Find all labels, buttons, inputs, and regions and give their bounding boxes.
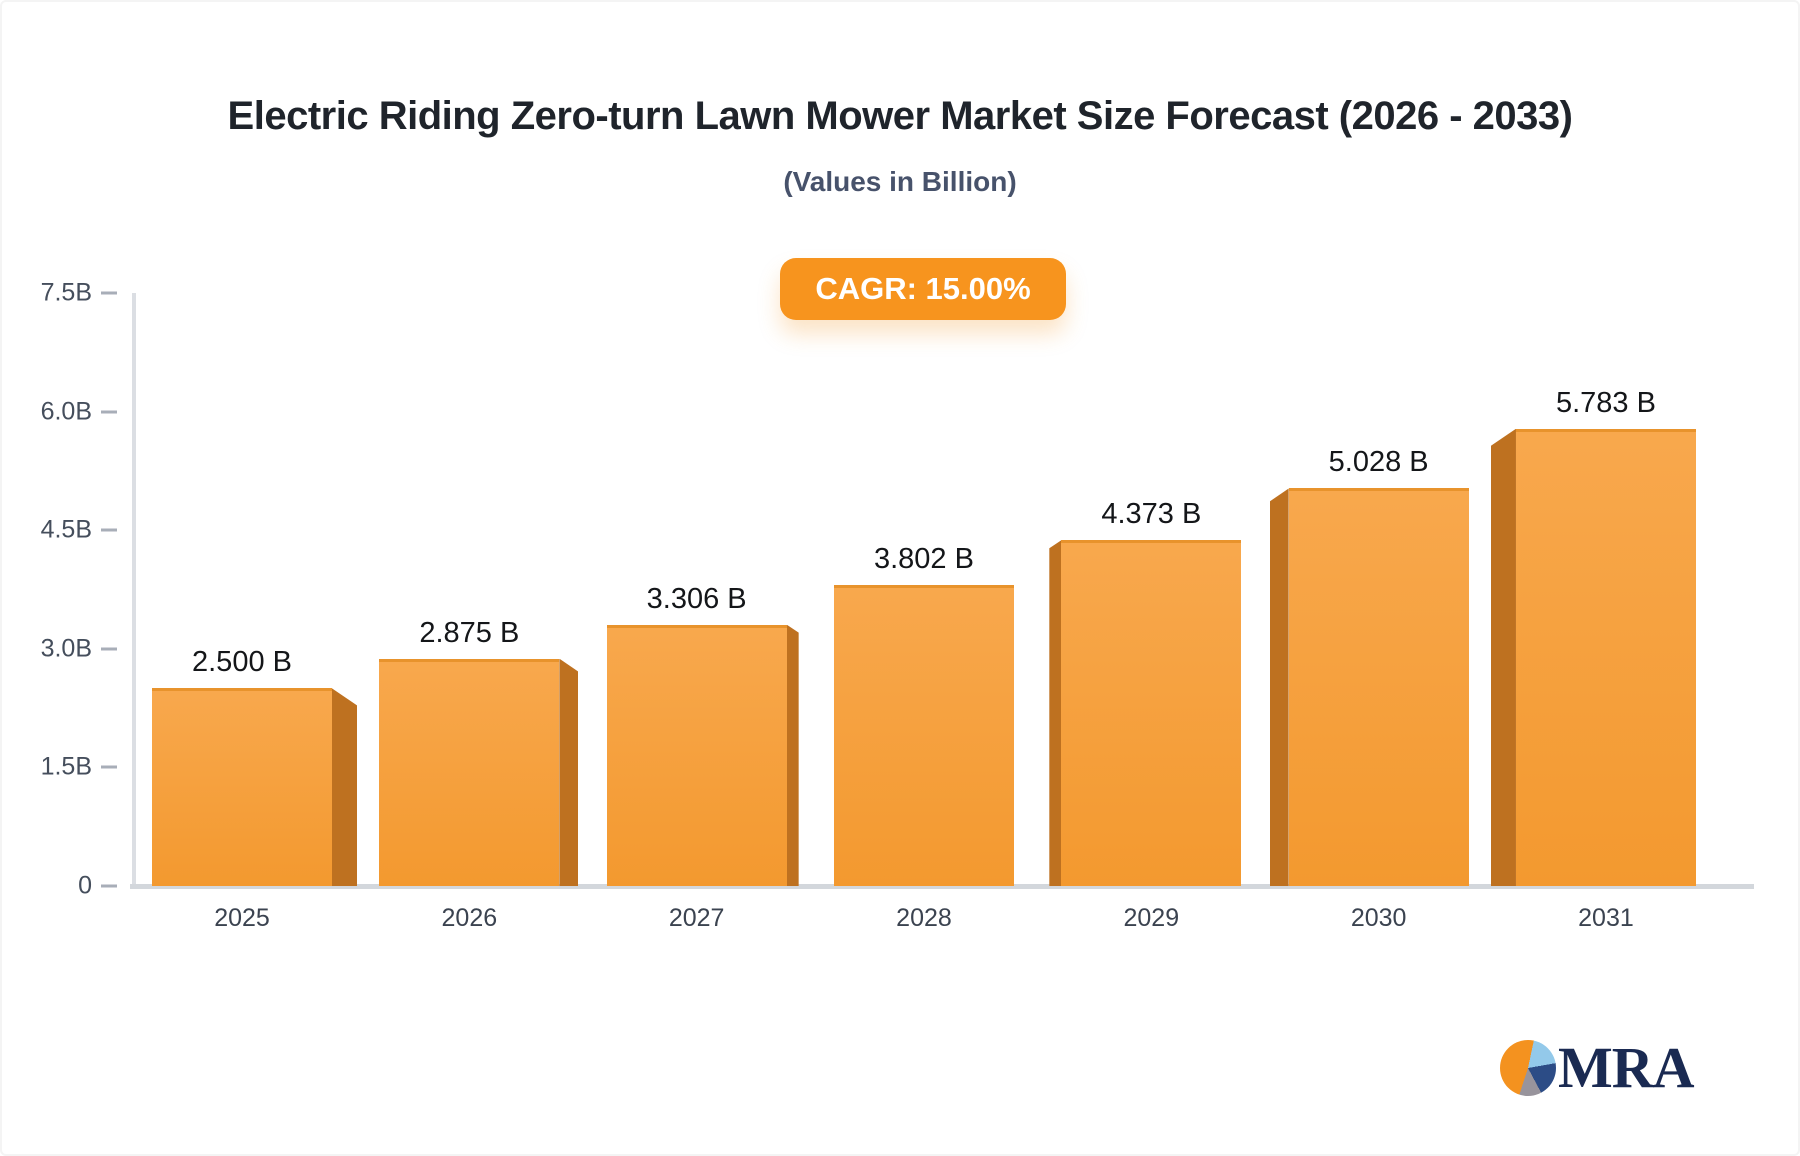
bar-2027[interactable] (606, 624, 787, 886)
bar-value-label-2031: 5.783 B (1555, 386, 1656, 419)
bar-2028[interactable] (833, 585, 1014, 886)
bar-side-face-2027 (786, 624, 799, 886)
y-tick-label-1.5B: 1.5B (40, 752, 92, 781)
mra-logo: MRA (1500, 1035, 1695, 1100)
x-tick-label-2025: 2025 (214, 904, 270, 932)
x-tick-label-2027: 2027 (668, 904, 725, 932)
chart-subtitle: (Values in Billion) (783, 166, 1017, 197)
y-tick-mark (101, 528, 117, 532)
x-tick-label-2030: 2030 (1350, 904, 1407, 932)
chart-title: Electric Riding Zero-turn Lawn Mower Mar… (227, 94, 1573, 138)
bar-value-label-2027: 3.306 B (646, 582, 747, 615)
x-axis-baseline (130, 884, 1754, 889)
bar-value-label-2029: 4.373 B (1101, 498, 1202, 531)
bar-value-label-2030: 5.028 B (1328, 446, 1429, 479)
bar-side-face-2029 (1049, 540, 1062, 886)
bar-side-face-2030 (1269, 488, 1289, 886)
x-tick-label-2031: 2031 (1578, 904, 1634, 932)
logo-text: MRA (1558, 1035, 1695, 1100)
y-tick-label-6.0B: 6.0B (40, 397, 92, 426)
y-tick-mark (101, 765, 117, 769)
bar-2030[interactable] (1288, 488, 1469, 886)
bar-2026[interactable] (379, 658, 560, 886)
y-axis-line (132, 293, 136, 886)
bar-side-face-2026 (559, 658, 579, 886)
bar-value-label-2025: 2.500 B (192, 646, 292, 679)
y-tick-mark (101, 647, 117, 651)
y-tick-label-7.5B: 7.5B (40, 278, 92, 307)
y-tick-mark (101, 291, 117, 295)
pie-chart-logo-icon (1500, 1040, 1556, 1096)
cagr-badge: CAGR: 15.00% (780, 258, 1066, 320)
bar-side-face-2031 (1490, 428, 1516, 886)
bar-value-label-2026: 2.875 B (419, 616, 520, 649)
x-tick-label-2028: 2028 (896, 904, 952, 932)
y-tick-label-4.5B: 4.5B (40, 515, 92, 544)
bar-side-face-2025 (332, 688, 357, 886)
y-tick-mark (101, 410, 117, 414)
y-tick-label-0: 0 (78, 871, 92, 900)
x-tick-label-2029: 2029 (1123, 904, 1180, 932)
y-tick-mark (101, 884, 117, 888)
y-tick-label-3.0B: 3.0B (40, 634, 92, 663)
bar-2031[interactable] (1515, 428, 1696, 886)
bar-2025[interactable] (152, 688, 332, 886)
bar-value-label-2028: 3.802 B (873, 543, 974, 576)
bar-2029[interactable] (1061, 540, 1242, 886)
x-tick-label-2026: 2026 (441, 904, 498, 932)
